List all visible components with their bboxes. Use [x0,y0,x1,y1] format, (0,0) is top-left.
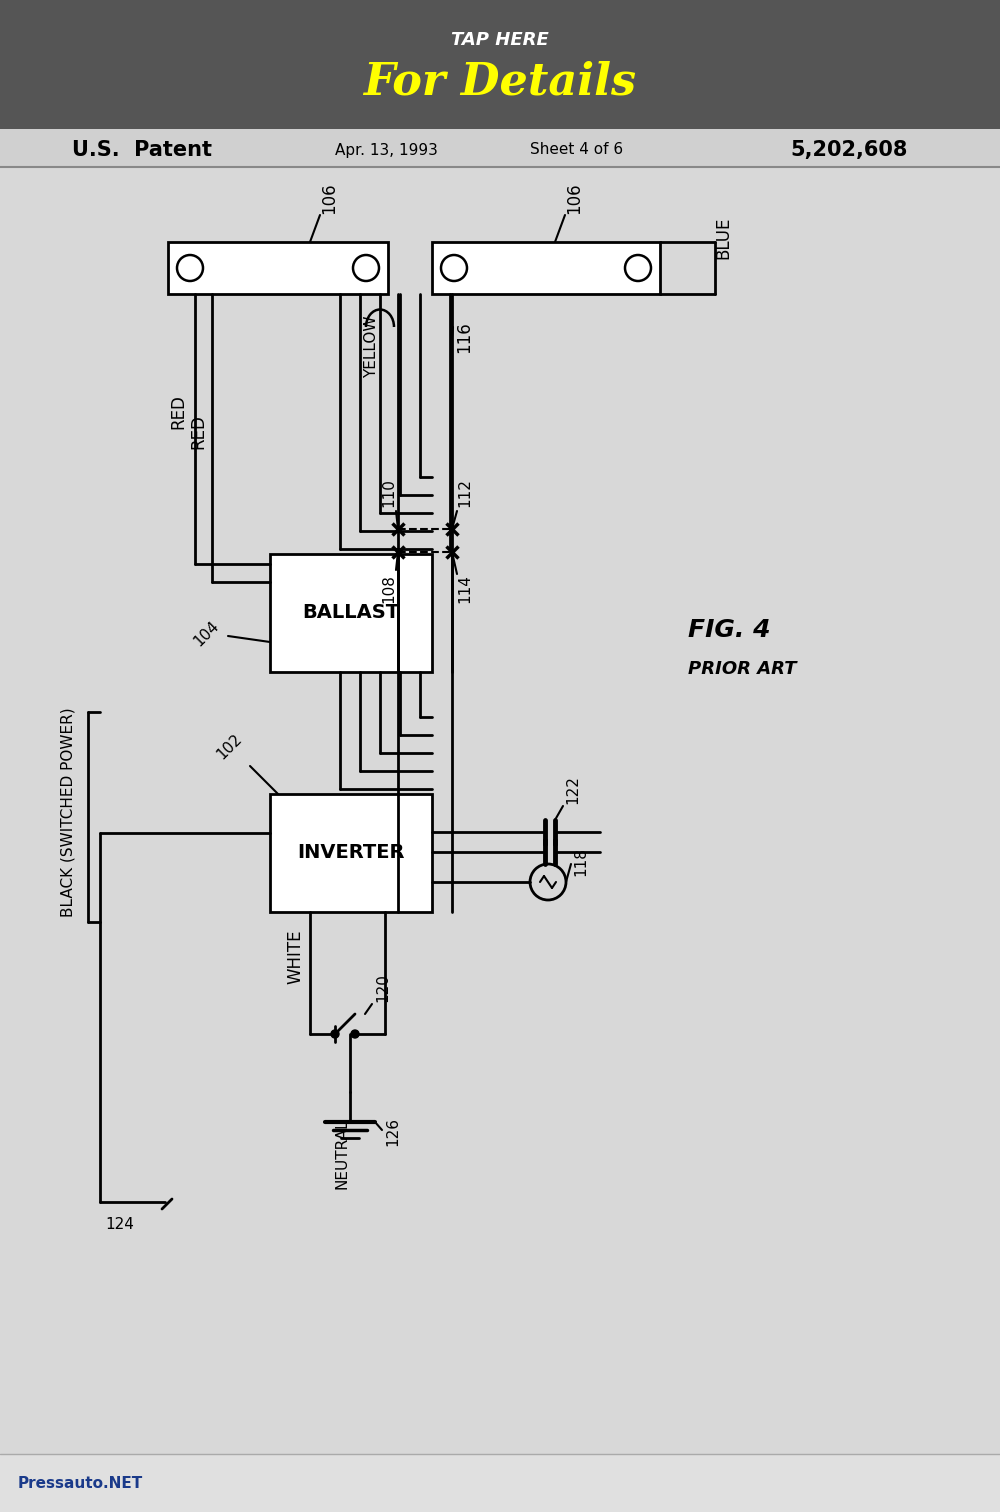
Text: Pressauto.NET: Pressauto.NET [18,1477,143,1491]
Text: 124: 124 [106,1217,134,1232]
Text: YELLOW: YELLOW [364,316,380,378]
Text: 5,202,608: 5,202,608 [790,141,907,160]
Text: 120: 120 [375,974,390,1002]
Text: RED: RED [169,395,187,429]
Text: Apr. 13, 1993: Apr. 13, 1993 [335,142,438,157]
Bar [0,129,1000,166]
Circle shape [331,1030,339,1039]
Text: BLUE: BLUE [714,216,732,259]
Text: 122: 122 [565,776,580,804]
Text: 106: 106 [320,183,338,215]
Text: 112: 112 [457,478,472,507]
Text: INVERTER: INVERTER [297,844,405,862]
Text: WHITE: WHITE [286,930,304,984]
Text: 102: 102 [214,730,245,762]
Text: FIG. 4: FIG. 4 [688,618,770,643]
Text: TAP HERE: TAP HERE [451,32,549,48]
Text: For Details: For Details [364,60,637,103]
Text: PRIOR ART: PRIOR ART [688,661,796,677]
Text: BALLAST: BALLAST [302,603,400,623]
Text: RED: RED [189,414,207,449]
Text: 110: 110 [381,478,396,507]
Text: 106: 106 [565,183,583,215]
Text: NEUTRAL: NEUTRAL [334,1119,350,1190]
Text: 108: 108 [381,575,396,603]
Text: U.S.  Patent: U.S. Patent [72,141,212,160]
Text: Sheet 4 of 6: Sheet 4 of 6 [530,142,623,157]
Text: 104: 104 [191,618,222,650]
Bar [168,242,388,293]
Bar [270,553,432,671]
Bar [0,1455,1000,1512]
Bar [0,0,1000,132]
Text: 126: 126 [385,1117,400,1146]
Bar [270,794,432,912]
Text: 116: 116 [455,321,473,352]
Bar [432,242,660,293]
Text: 114: 114 [457,575,472,603]
Text: BLACK (SWITCHED POWER): BLACK (SWITCHED POWER) [60,708,76,916]
Circle shape [351,1030,359,1039]
Text: 118: 118 [573,848,588,877]
